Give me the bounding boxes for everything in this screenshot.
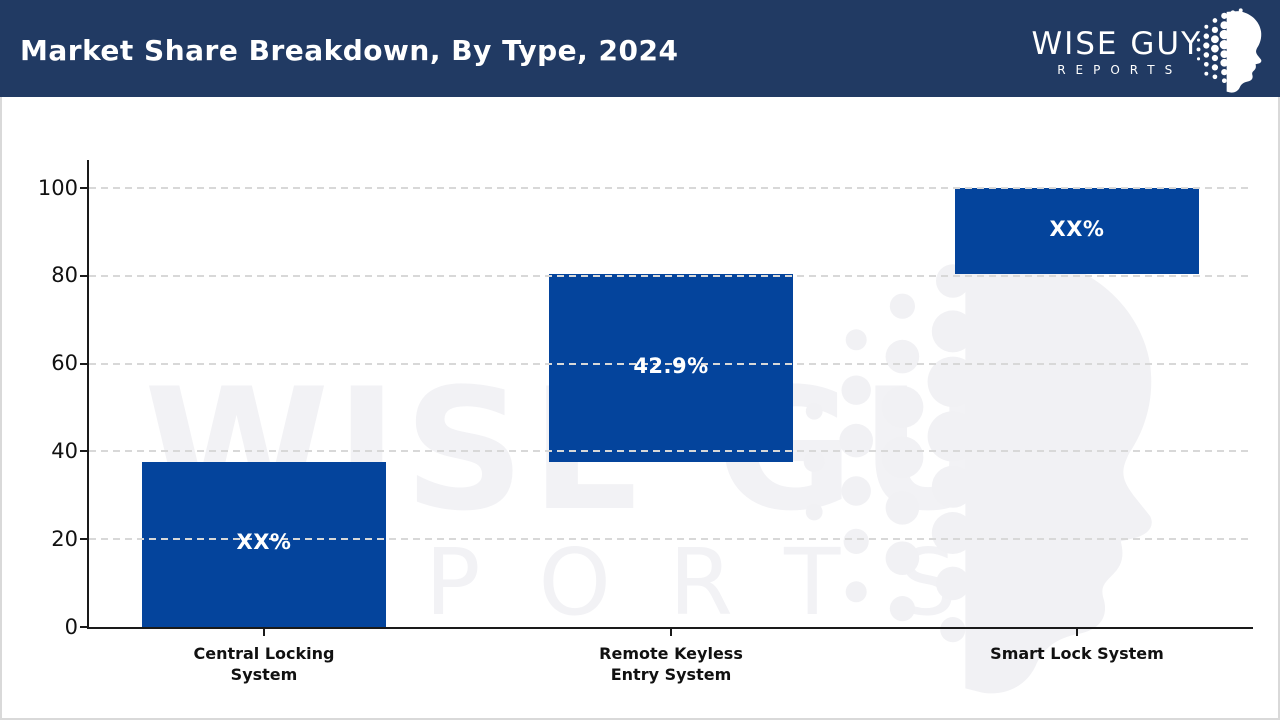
logo-name: WISE GUY (1031, 25, 1202, 62)
y-tick (80, 187, 87, 189)
wiseguy-logo: WISE GUY REPORTS (1031, 8, 1272, 94)
category-label: Remote Keyless Entry System (599, 644, 743, 684)
gridline-20 (89, 538, 1253, 541)
y-tick-label: 100 (37, 175, 78, 200)
bar-value-label: XX% (236, 530, 292, 555)
gridline-100 (89, 187, 1253, 189)
logo-wordmark: WISE GUY REPORTS (1031, 26, 1202, 77)
bar-segment (955, 188, 1199, 274)
bar-value-label: 42.9% (633, 353, 709, 378)
y-tick (80, 274, 87, 277)
x-axis-line (87, 627, 1253, 629)
x-tick (670, 629, 672, 636)
y-tick-label: 20 (51, 526, 78, 551)
header-bar: Market Share Breakdown, By Type, 2024 WI… (0, 0, 1280, 97)
y-tick (80, 538, 87, 541)
y-tick-label: 80 (51, 263, 78, 288)
x-tick (1076, 629, 1078, 636)
y-tick-label: 0 (64, 614, 78, 639)
y-axis-line (87, 160, 89, 628)
wiseguy-head-icon (1186, 8, 1272, 94)
gridline-40 (89, 450, 1253, 453)
bar-segment (549, 273, 793, 462)
y-tick (80, 450, 87, 453)
category-label: Central Locking System (193, 644, 335, 684)
category-label: Smart Lock System (990, 644, 1164, 663)
watermark-head-icon (768, 235, 1188, 705)
y-tick-label: 40 (51, 438, 78, 463)
page-title: Market Share Breakdown, By Type, 2024 (20, 34, 679, 67)
logo-subtitle: REPORTS (1057, 62, 1183, 77)
gridline-80 (89, 274, 1253, 277)
y-tick (80, 626, 87, 628)
y-tick (80, 362, 87, 365)
bar-segment (142, 461, 386, 627)
x-tick (263, 629, 265, 636)
bar-value-label: XX% (1049, 216, 1105, 241)
gridline-60 (89, 362, 1253, 365)
y-tick-label: 60 (51, 351, 78, 376)
